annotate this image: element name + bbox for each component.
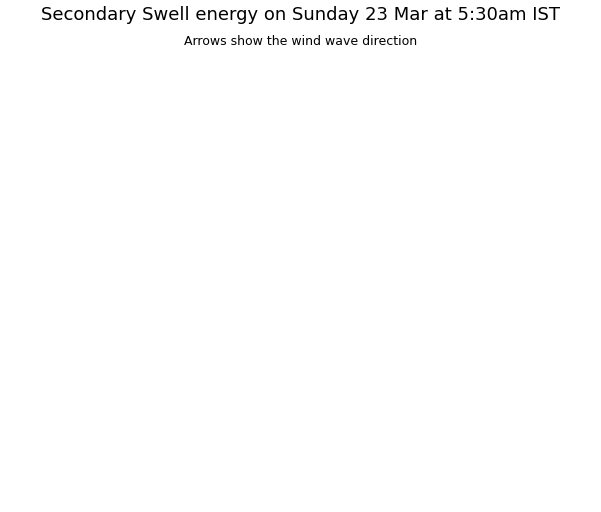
Text: Arrows show the wind wave direction: Arrows show the wind wave direction (184, 35, 417, 49)
Text: Secondary Swell energy on Sunday 23 Mar at 5:30am IST: Secondary Swell energy on Sunday 23 Mar … (41, 6, 560, 25)
